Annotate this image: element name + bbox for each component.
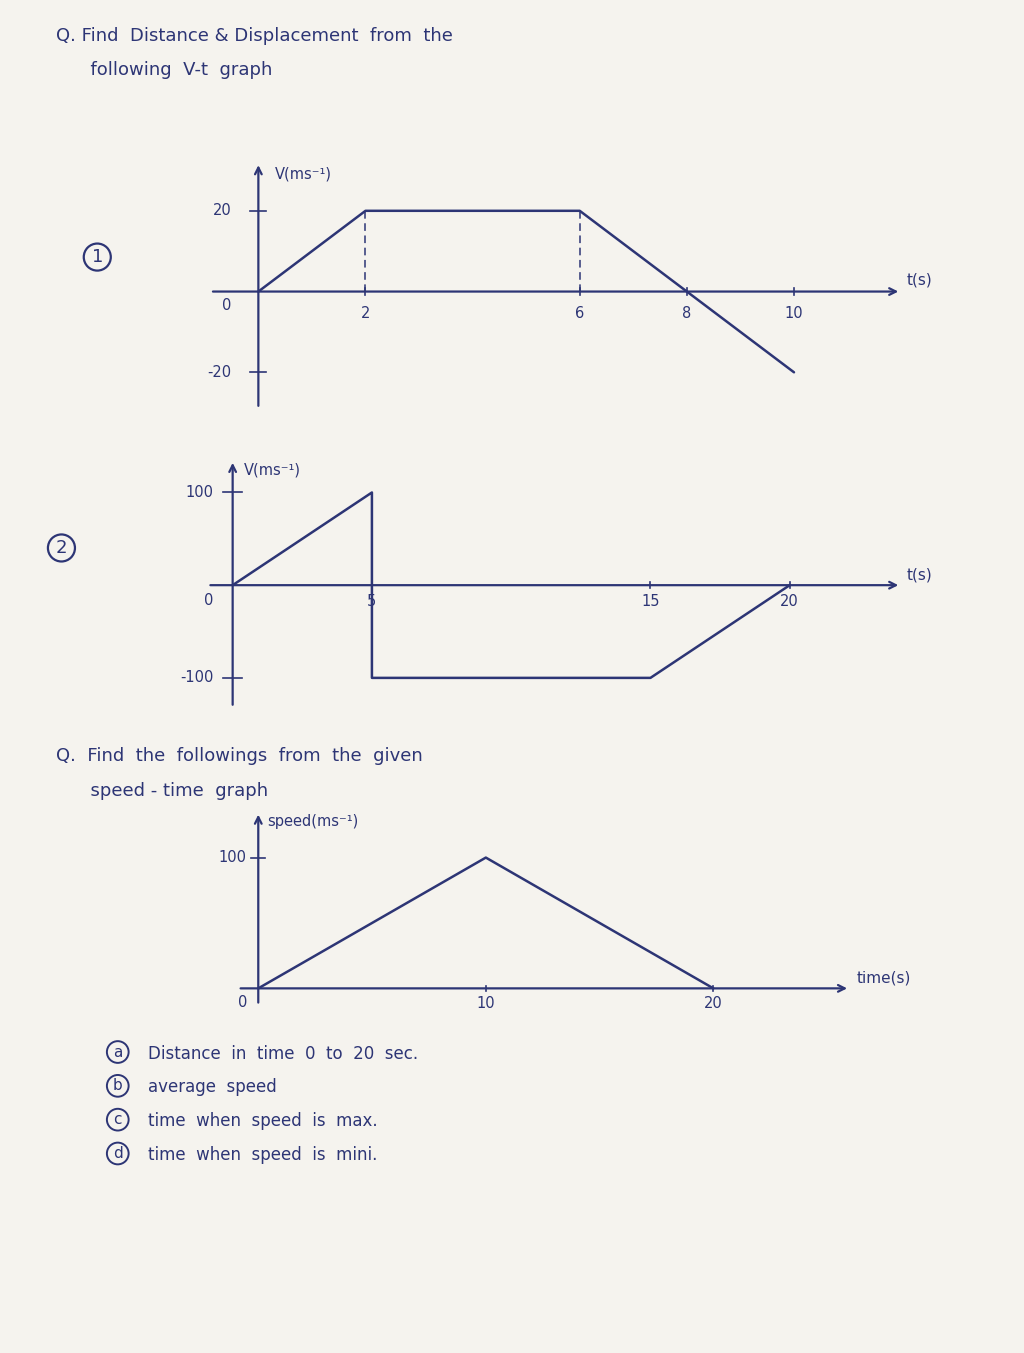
- Text: b: b: [113, 1078, 123, 1093]
- Text: -100: -100: [180, 670, 213, 686]
- Text: t(s): t(s): [906, 567, 933, 582]
- Text: 1: 1: [91, 248, 103, 267]
- Text: V(ms⁻¹): V(ms⁻¹): [244, 463, 301, 478]
- Text: time  when  speed  is  mini.: time when speed is mini.: [148, 1146, 378, 1164]
- Text: 5: 5: [368, 594, 377, 609]
- Text: speed - time  graph: speed - time graph: [56, 782, 268, 800]
- Text: 6: 6: [575, 306, 585, 321]
- Text: c: c: [114, 1112, 122, 1127]
- Text: d: d: [113, 1146, 123, 1161]
- Text: speed(ms⁻¹): speed(ms⁻¹): [267, 815, 358, 829]
- Text: 0: 0: [238, 994, 247, 1009]
- Text: V(ms⁻¹): V(ms⁻¹): [274, 166, 332, 181]
- Text: time(s): time(s): [857, 970, 911, 986]
- Text: time  when  speed  is  max.: time when speed is max.: [148, 1112, 378, 1130]
- Text: following  V-t  graph: following V-t graph: [56, 61, 272, 78]
- Text: 2: 2: [55, 538, 68, 557]
- Text: 2: 2: [360, 306, 371, 321]
- Text: 0: 0: [204, 593, 213, 607]
- Text: 10: 10: [784, 306, 803, 321]
- Text: average  speed: average speed: [148, 1078, 278, 1096]
- Text: 20: 20: [780, 594, 799, 609]
- Text: 15: 15: [641, 594, 659, 609]
- Text: Q. Find  Distance & Displacement  from  the: Q. Find Distance & Displacement from the: [56, 27, 454, 45]
- Text: 100: 100: [219, 850, 247, 865]
- Text: a: a: [113, 1045, 123, 1059]
- Text: t(s): t(s): [906, 272, 932, 288]
- Text: 20: 20: [705, 996, 723, 1011]
- Text: 100: 100: [185, 484, 213, 501]
- Text: 10: 10: [476, 996, 496, 1011]
- Text: Q.  Find  the  followings  from  the  given: Q. Find the followings from the given: [56, 747, 423, 764]
- Text: 0: 0: [222, 298, 231, 313]
- Text: -20: -20: [208, 365, 231, 380]
- Text: Distance  in  time  0  to  20  sec.: Distance in time 0 to 20 sec.: [148, 1045, 419, 1062]
- Text: 8: 8: [682, 306, 691, 321]
- Text: 20: 20: [213, 203, 231, 218]
